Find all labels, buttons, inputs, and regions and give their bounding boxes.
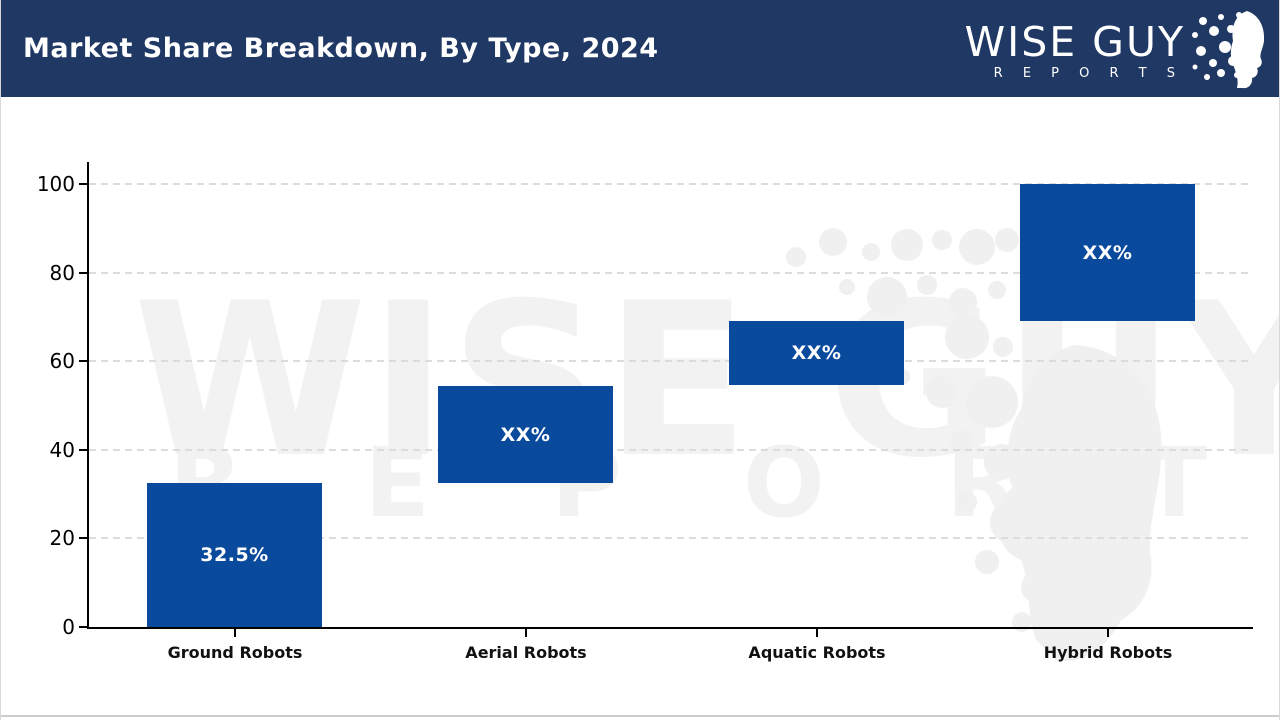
header-bar: Market Share Breakdown, By Type, 2024 WI… xyxy=(1,0,1279,97)
y-axis-tick-label: 80 xyxy=(49,260,75,285)
x-tick-mark xyxy=(816,629,818,637)
y-gridline xyxy=(89,448,1253,451)
bar-segment: XX% xyxy=(438,386,613,483)
waterfall-chart: WISE GUY R E P O R T S 02040608010032.5%… xyxy=(1,97,1279,717)
y-axis-tick-label: 20 xyxy=(49,526,75,551)
x-axis-category-label: Aquatic Robots xyxy=(748,643,886,662)
logo-subtext: R E P O R T S xyxy=(993,65,1183,81)
y-tick-mark xyxy=(79,537,87,540)
brand-logo: WISE GUY R E P O R T S xyxy=(965,6,1265,94)
x-axis-category-label: Ground Robots xyxy=(167,643,303,662)
x-tick-mark xyxy=(1107,629,1109,637)
brand-logo-text: WISE GUY R E P O R T S xyxy=(965,20,1185,81)
bar-segment: XX% xyxy=(1020,184,1195,321)
y-axis-tick-label: 0 xyxy=(62,615,75,639)
x-tick-mark xyxy=(525,629,527,637)
x-axis-spine xyxy=(87,627,1253,629)
y-tick-mark xyxy=(79,271,87,274)
bar-value-label: XX% xyxy=(1082,241,1133,264)
bar-value-label: 32.5% xyxy=(200,544,269,566)
watermark-face-dots-icon xyxy=(786,228,1162,661)
y-axis-tick-label: 100 xyxy=(36,172,75,196)
x-tick-mark xyxy=(234,629,236,637)
logo-wordmark: WISE GUY xyxy=(964,17,1185,66)
x-axis-category-label: Aerial Robots xyxy=(465,643,587,662)
logo-face-dots-icon xyxy=(1192,11,1265,89)
y-axis-tick-label: 40 xyxy=(49,437,75,462)
y-tick-mark xyxy=(79,626,87,628)
y-gridline xyxy=(89,537,1253,540)
y-tick-mark xyxy=(79,448,87,451)
bar-value-label: XX% xyxy=(791,342,842,364)
y-gridline xyxy=(89,183,1253,185)
bar-segment: XX% xyxy=(729,321,904,385)
y-tick-mark xyxy=(79,183,87,185)
y-gridline xyxy=(89,360,1253,363)
page-title: Market Share Breakdown, By Type, 2024 xyxy=(23,33,659,64)
x-axis-category-label: Hybrid Robots xyxy=(1043,643,1173,662)
bottom-border xyxy=(1,715,1279,717)
bar-segment: 32.5% xyxy=(147,483,322,627)
y-axis-tick-label: 60 xyxy=(49,349,75,374)
bar-value-label: XX% xyxy=(500,423,551,446)
y-gridline xyxy=(89,271,1253,274)
y-tick-mark xyxy=(79,360,87,363)
y-axis-spine xyxy=(87,161,89,629)
